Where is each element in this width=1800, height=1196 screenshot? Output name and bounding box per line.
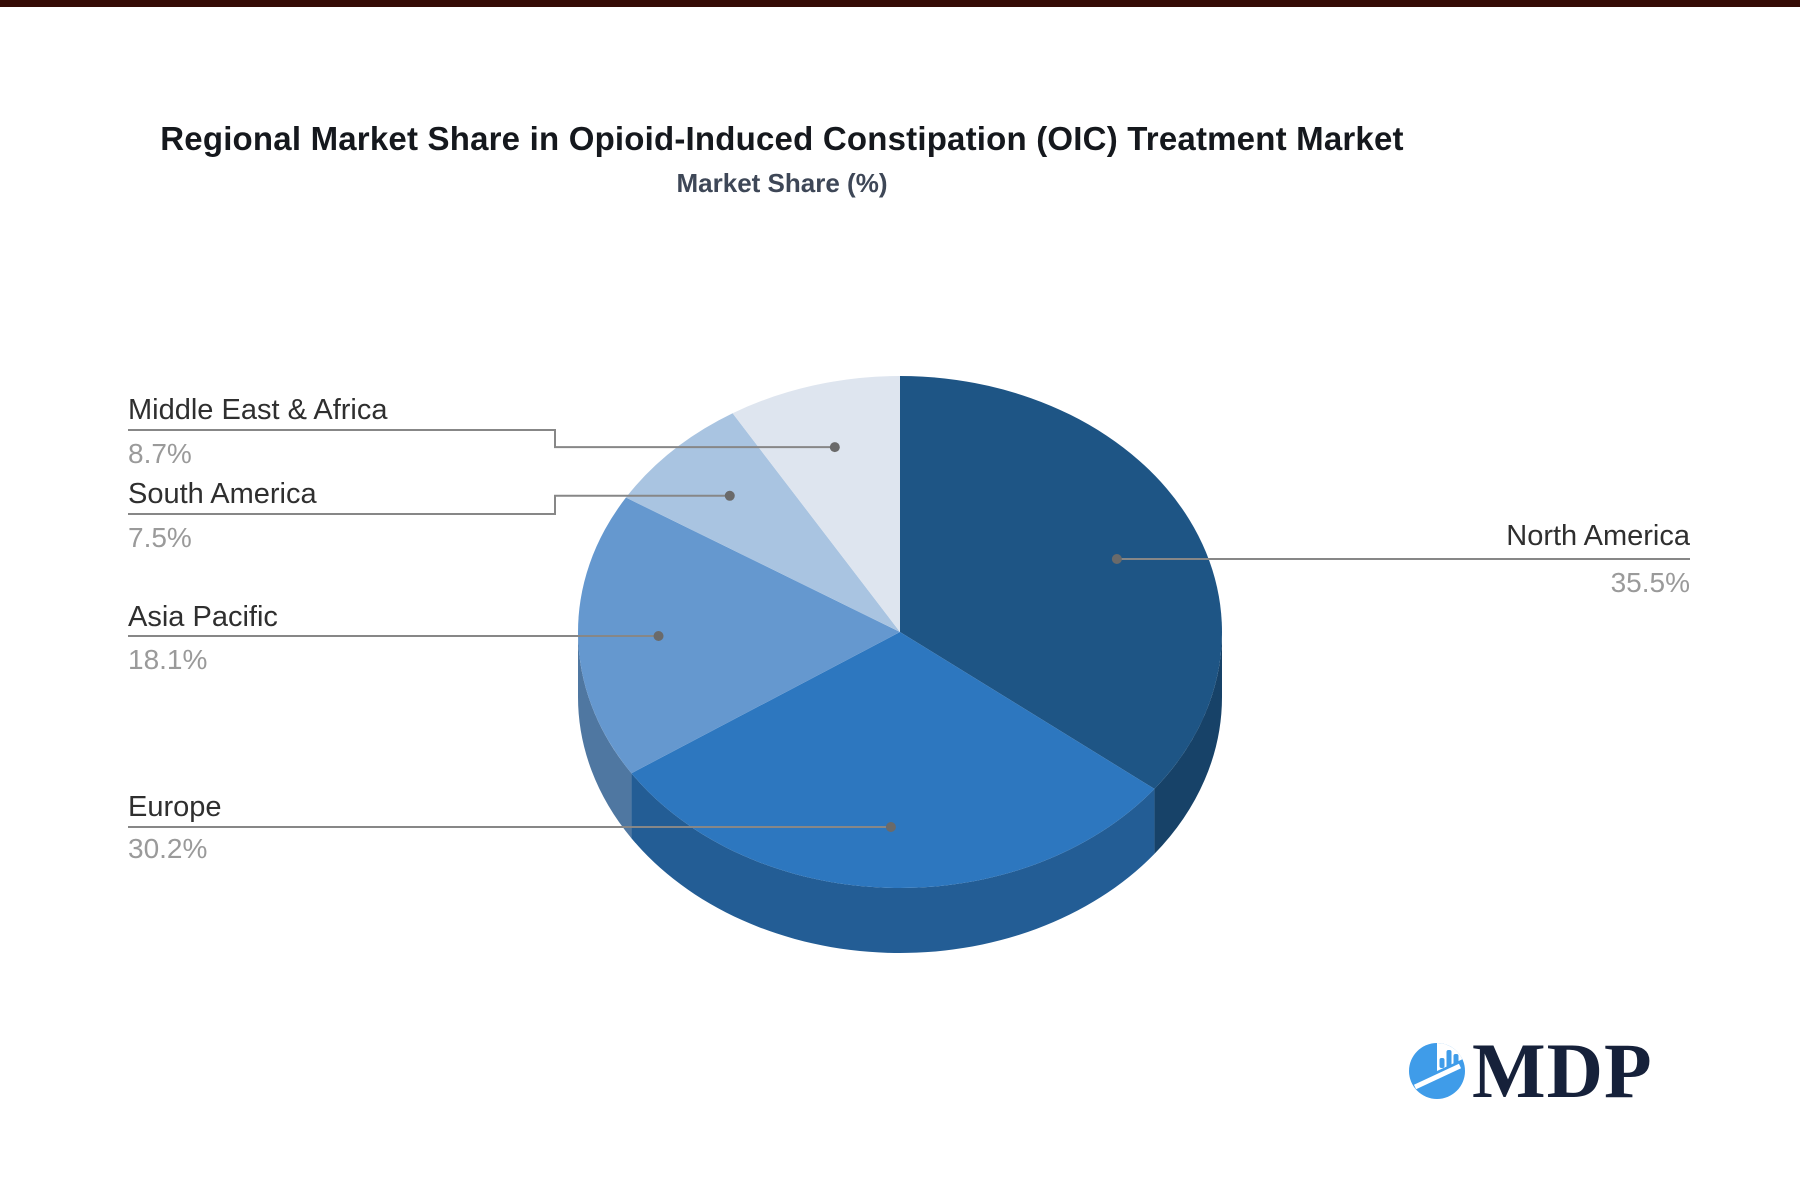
- pie-slice-south-america[interactable]: [625, 413, 900, 632]
- pie-slice-side-north-america: [1154, 632, 1222, 854]
- callout-label-south-america: South America: [128, 478, 317, 510]
- pie-slice-middle-east-africa[interactable]: [732, 376, 900, 632]
- mdp-logo: MDP: [1408, 1027, 1653, 1114]
- callout-label-middle-east-africa: Middle East & Africa: [128, 394, 388, 426]
- callout-value-europe: 30.2%: [128, 833, 208, 864]
- callout-value-middle-east-africa: 8.7%: [128, 438, 192, 469]
- callout-value-north-america: 35.5%: [1610, 567, 1690, 598]
- pie-slice-europe[interactable]: [631, 632, 1155, 888]
- callout-line-south-america: [128, 494, 730, 515]
- mdp-logo-text: MDP: [1472, 1027, 1653, 1114]
- chart-title: Regional Market Share in Opioid-Induced …: [160, 120, 1404, 157]
- chart-subtitle: Market Share (%): [676, 168, 888, 198]
- top-edge-bar: [0, 0, 1800, 7]
- pie-3d-sides: [578, 632, 1222, 953]
- pie-slice-side-asia-pacific: [578, 632, 632, 839]
- callout-label-north-america: North America: [1506, 520, 1690, 552]
- pie-slice-asia-pacific[interactable]: [578, 497, 900, 774]
- callout-dot-europe: [885, 822, 896, 832]
- callout-dot-north-america: [1111, 554, 1122, 564]
- pie-slice-side-europe: [631, 773, 1155, 953]
- callout-dot-middle-east-africa: [829, 442, 840, 453]
- callout-lines: [128, 429, 1690, 832]
- callout-label-europe: Europe: [128, 791, 222, 823]
- callout-label-asia-pacific: Asia Pacific: [128, 601, 278, 633]
- callout-dot-asia-pacific: [653, 631, 664, 641]
- callout-value-south-america: 7.5%: [128, 522, 192, 553]
- pie-bar-chart-icon: [1409, 1043, 1465, 1099]
- callout-dot-south-america: [724, 490, 735, 501]
- pie-slices: [578, 376, 1222, 888]
- callout-line-middle-east-africa: [128, 429, 835, 449]
- pie-slice-north-america[interactable]: [900, 376, 1222, 789]
- callout-value-asia-pacific: 18.1%: [128, 644, 208, 675]
